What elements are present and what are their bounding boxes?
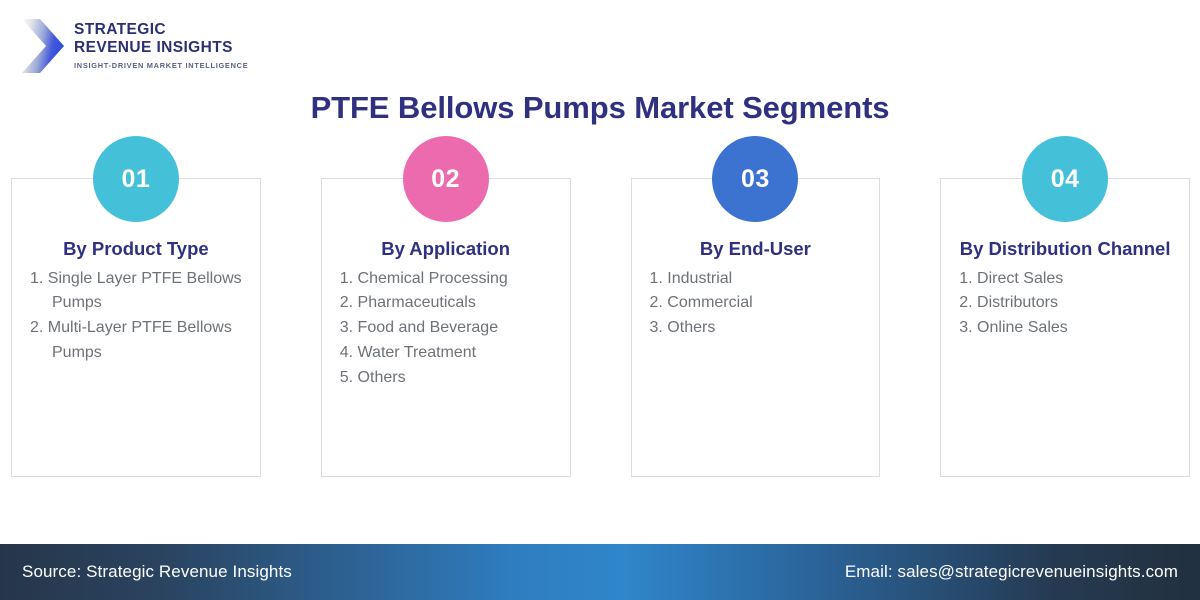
segment-list-3: Industrial Commercial Others <box>632 267 880 342</box>
segment-number-badge-4: 04 <box>1022 136 1109 222</box>
segment-heading-4: By Distribution Channel <box>959 238 1171 259</box>
list-item: Water Treatment <box>357 344 477 362</box>
segment-list-4: Direct Sales Distributors Online Sales <box>941 267 1189 342</box>
segment-heading-2: By Application <box>381 238 511 259</box>
footer-email: Email: sales@strategicrevenueinsights.co… <box>844 562 1178 581</box>
chevron-arrow-logo-icon <box>22 19 64 73</box>
brand-name-line-2: REVENUE INSIGHTS <box>74 38 233 56</box>
list-item: Food and Beverage <box>357 319 499 337</box>
segment-number-badge-2: 02 <box>402 136 489 222</box>
segment-heading-1: By Product Type <box>63 238 209 259</box>
footer-bar: Source: Strategic Revenue Insights Email… <box>0 544 1200 600</box>
list-item: Others <box>667 319 716 337</box>
segment-card-2: 02 By Application Chemical Processing Ph… <box>320 136 571 477</box>
segment-number-badge-1: 01 <box>92 136 179 222</box>
segment-card-4: 04 By Distribution Channel Direct Sales … <box>940 136 1190 477</box>
segment-list-1: Single Layer PTFE Bellows Pumps Multi-La… <box>12 267 260 367</box>
segment-heading-3: By End-User <box>699 238 811 259</box>
segment-list-2: Chemical Processing Pharmaceuticals Food… <box>322 267 570 392</box>
footer-source: Source: Strategic Revenue Insights <box>22 562 292 581</box>
brand-logo: STRATEGIC REVENUE INSIGHTS INSIGHT-DRIVE… <box>20 16 248 76</box>
list-item: Distributors <box>977 294 1058 312</box>
brand-name-line-1: STRATEGIC <box>74 21 167 38</box>
list-item: Online Sales <box>977 319 1068 337</box>
segment-cards: 01 By Product Type Single Layer PTFE Bel… <box>11 136 1190 477</box>
segment-card-3: 03 By End-User Industrial Commercial Oth… <box>630 136 881 477</box>
brand-tagline: INSIGHT-DRIVEN MARKET INTELLIGENCE <box>74 61 249 70</box>
brand-wordmark: STRATEGIC REVENUE INSIGHTS INSIGHT-DRIVE… <box>74 16 248 70</box>
list-item: Others <box>357 369 406 387</box>
list-item: Single Layer PTFE Bellows Pumps <box>47 269 242 312</box>
list-item: Direct Sales <box>977 269 1064 287</box>
segment-number-badge-3: 03 <box>712 136 799 222</box>
list-item: Commercial <box>667 294 753 312</box>
list-item: Pharmaceuticals <box>357 294 476 312</box>
list-item: Multi-Layer PTFE Bellows Pumps <box>47 319 232 362</box>
segment-card-1: 01 By Product Type Single Layer PTFE Bel… <box>11 136 261 477</box>
list-item: Chemical Processing <box>357 269 508 287</box>
list-item: Industrial <box>667 269 733 287</box>
page-title: PTFE Bellows Pumps Market Segments <box>310 90 890 125</box>
